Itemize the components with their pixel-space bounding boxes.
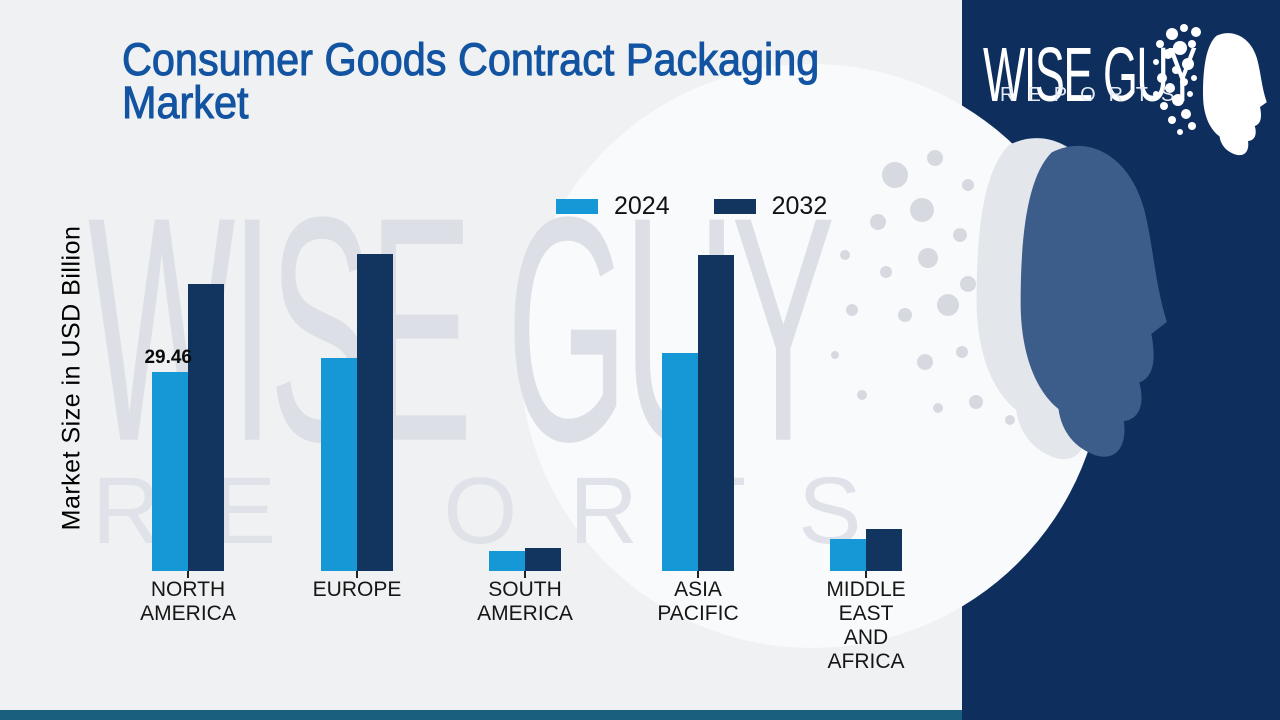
legend-swatch-2032 bbox=[713, 199, 756, 214]
bar-2024-south-america bbox=[489, 550, 525, 571]
bar-2032-asia-pacific bbox=[698, 254, 734, 571]
footer-accent-bar bbox=[0, 710, 962, 720]
legend-item-2024: 2024 bbox=[556, 192, 670, 221]
bar-2024-europe bbox=[321, 358, 357, 571]
chart-legend: 2024 2032 bbox=[556, 192, 827, 221]
bar-2032-south-america bbox=[525, 548, 561, 571]
legend-swatch-2024 bbox=[556, 199, 598, 214]
axis-tick-south-america bbox=[524, 571, 526, 578]
page-title: Consumer Goods Contract Packaging Market bbox=[122, 37, 820, 126]
x-label-middle-east-and-africa: MIDDLE EAST AND AFRICA bbox=[826, 578, 906, 673]
bar-2024-asia-pacific bbox=[662, 352, 698, 571]
legend-item-2032: 2032 bbox=[713, 192, 828, 221]
page-title-line2: Market bbox=[122, 77, 249, 128]
legend-label-2024: 2024 bbox=[614, 192, 670, 220]
bar-2032-north-america bbox=[188, 283, 224, 571]
legend-label-2032: 2032 bbox=[771, 192, 828, 220]
bar-2032-europe bbox=[357, 254, 393, 571]
data-label-2024-north-america: 29.46 bbox=[144, 347, 192, 368]
x-label-europe: EUROPE bbox=[312, 578, 402, 601]
x-label-south-america: SOUTH AMERICA bbox=[477, 578, 573, 625]
bar-2024-middle-east-and-africa bbox=[830, 539, 866, 571]
axis-tick-north-america bbox=[187, 571, 189, 578]
y-axis-label: Market Size in USD Billion bbox=[57, 225, 86, 531]
axis-tick-middle-east-and-africa bbox=[865, 571, 867, 578]
axis-tick-asia-pacific bbox=[697, 571, 699, 578]
bar-2032-middle-east-and-africa bbox=[866, 529, 902, 571]
page-title-line1: Consumer Goods Contract Packaging bbox=[122, 34, 820, 85]
x-label-north-america: NORTH AMERICA bbox=[140, 578, 236, 625]
bar-2024-north-america bbox=[152, 372, 188, 571]
axis-tick-europe bbox=[356, 571, 358, 578]
x-label-asia-pacific: ASIA PACIFIC bbox=[657, 578, 739, 625]
